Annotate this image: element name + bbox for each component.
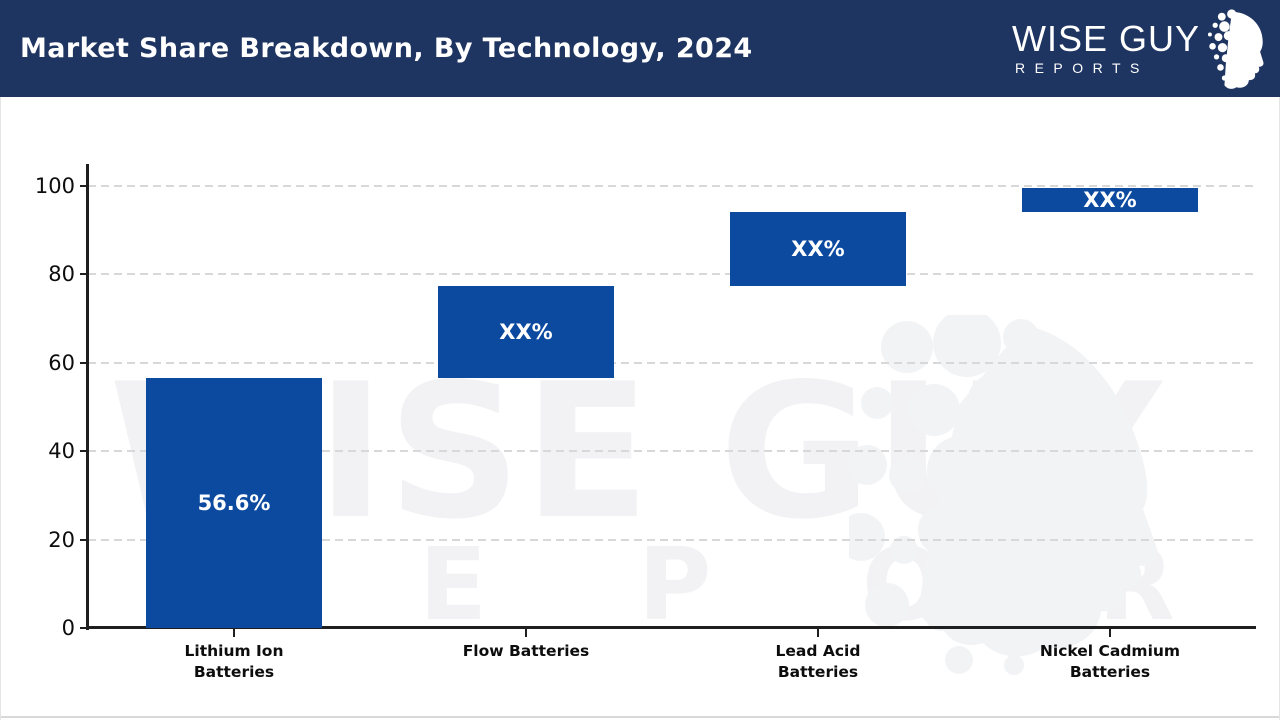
y-tick-100 xyxy=(80,185,89,187)
gridline-60 xyxy=(88,361,1256,364)
y-tick-label: 40 xyxy=(48,439,75,464)
bar-0: 56.6% xyxy=(146,377,322,628)
y-tick-label: 100 xyxy=(34,174,75,198)
gridline-20 xyxy=(88,538,1256,541)
gridline-100 xyxy=(88,185,1256,187)
bar-2: XX% xyxy=(730,212,906,286)
x-tick-1 xyxy=(525,628,527,637)
y-tick-20 xyxy=(80,538,89,541)
brand-sub: REPORTS xyxy=(1014,60,1149,76)
y-tick-label: 20 xyxy=(48,527,75,552)
bar-value-label: 56.6% xyxy=(197,490,271,515)
category-label: Nickel Cadmium Batteries xyxy=(1039,642,1181,681)
brand-name: WISE GUY xyxy=(1011,18,1200,59)
brand-face-icon xyxy=(1207,9,1264,89)
x-tick-0 xyxy=(233,628,235,637)
y-tick-label: 80 xyxy=(48,262,75,287)
x-axis-line xyxy=(86,626,1256,629)
category-label: Lithium Ion Batteries xyxy=(184,642,284,681)
x-tick-2 xyxy=(817,628,819,637)
bar-value-label: XX% xyxy=(499,319,553,344)
y-axis-line xyxy=(86,164,89,630)
bar-1: XX% xyxy=(438,285,614,378)
gridline-40 xyxy=(88,450,1256,453)
brand-logo: WISE GUY REPORTS xyxy=(1012,6,1268,90)
x-tick-3 xyxy=(1109,628,1111,637)
bar-3: XX% xyxy=(1022,187,1198,213)
y-tick-60 xyxy=(80,361,89,364)
y-tick-40 xyxy=(80,450,89,453)
y-tick-label: 60 xyxy=(48,350,75,375)
y-tick-label: 0 xyxy=(61,616,75,640)
category-label: Flow Batteries xyxy=(462,642,590,660)
y-tick-0 xyxy=(80,627,89,629)
y-tick-80 xyxy=(80,273,89,276)
bottom-divider xyxy=(1,716,1279,718)
header: Market Share Breakdown, By Technology, 2… xyxy=(0,0,1280,97)
gridline-80 xyxy=(88,273,1256,276)
bar-value-label: XX% xyxy=(791,236,845,261)
brand-text: WISE GUY REPORTS xyxy=(1011,18,1200,76)
category-label: Lead Acid Batteries xyxy=(775,642,861,681)
bar-value-label: XX% xyxy=(1083,187,1137,212)
page-title: Market Share Breakdown, By Technology, 2… xyxy=(20,33,753,64)
